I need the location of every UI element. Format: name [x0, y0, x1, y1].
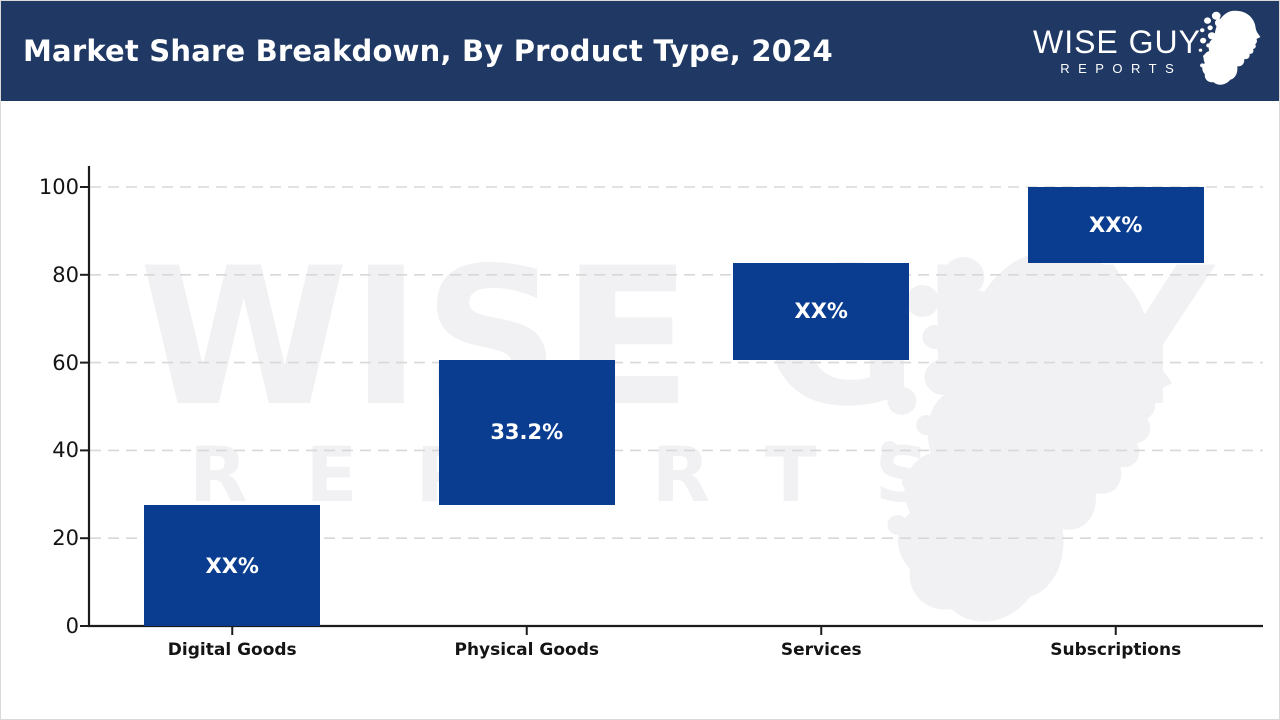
- logo-tagline: REPORTS: [1060, 61, 1183, 76]
- bar-value-label: XX%: [205, 553, 259, 578]
- wiseguy-logo-text: WISE GUY REPORTS: [1033, 26, 1201, 76]
- logo-name: WISE GUY: [1032, 24, 1201, 60]
- header-bar: Market Share Breakdown, By Product Type,…: [1, 1, 1279, 101]
- wiseguy-head-logo-icon: [1198, 10, 1261, 85]
- bar-value-label: 33.2%: [490, 420, 564, 445]
- bar-subscriptions: XX%: [1027, 187, 1204, 263]
- wiseguy-logo: WISE GUY REPORTS: [1033, 7, 1267, 95]
- bar-value-label: XX%: [1089, 212, 1143, 237]
- bar-value-label: XX%: [794, 299, 848, 324]
- page-title: Market Share Breakdown, By Product Type,…: [23, 34, 833, 68]
- bar-digital-goods: XX%: [144, 505, 321, 626]
- bar-services: XX%: [733, 262, 910, 360]
- bar-physical-goods: 33.2%: [438, 359, 615, 506]
